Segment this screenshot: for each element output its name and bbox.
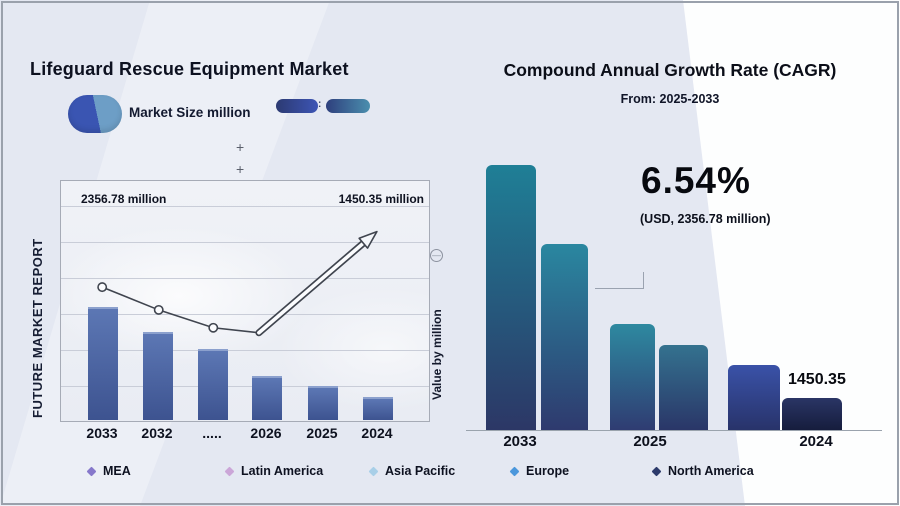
cagr-bar-2	[610, 324, 655, 430]
value-axis-label: Value by million	[430, 309, 444, 401]
page-title: Lifeguard Rescue Equipment Market	[30, 59, 349, 79]
ratio-separator: :	[318, 99, 322, 110]
value-label-1450: 1450.35	[788, 371, 846, 388]
x-tick-label: .....	[202, 425, 222, 441]
legend-label: Europe	[526, 464, 570, 478]
legend-marker-icon	[368, 466, 379, 476]
legend-marker-icon	[86, 466, 97, 476]
legend-marker-icon	[509, 466, 520, 476]
cagr-percentage: 6.54%	[641, 160, 751, 201]
cagr-bar-1	[541, 244, 588, 430]
x-tick-label: 2024	[361, 425, 393, 441]
region-legend: MEA Latin America Asia Pacific Europe North …	[0, 464, 900, 486]
x-tick-label: 2033	[86, 425, 118, 441]
cagr-period: From: 2025-2033	[620, 92, 720, 106]
x-tick-label: 2026	[250, 425, 282, 441]
legend-label: Asia Pacific	[385, 464, 456, 478]
brand-vertical-label: FUTURE MARKET REPORT	[30, 238, 45, 418]
legend-label: North America	[668, 464, 754, 478]
x-tick-label: 2033	[503, 433, 537, 450]
cagr-bar-5	[782, 398, 842, 430]
gridline	[61, 242, 429, 243]
gridline	[61, 386, 429, 387]
cagr-usd-note: (USD, 2356.78 million)	[640, 212, 771, 226]
market-size-bar-2032	[143, 332, 173, 420]
plus-decoration-icon: +	[236, 161, 245, 177]
ratio-pill-left-icon	[276, 99, 318, 113]
market-size-bar-2026	[252, 376, 282, 420]
x-axis-baseline	[466, 430, 882, 431]
plus-decoration-icon: +	[236, 139, 245, 155]
legend-marker-icon	[224, 466, 235, 476]
gridline	[61, 314, 429, 315]
market-size-x-axis: 2033 2032..... 2026 2025 2024	[60, 425, 430, 445]
legend-marker-icon	[651, 466, 662, 476]
market-size-chart-panel: 2356.78 million 1450.35 million	[60, 180, 430, 422]
ratio-pill-right-icon	[326, 99, 370, 113]
legend-item-asia-pacific: Asia Pacific	[368, 464, 456, 478]
trend-line-arrow	[97, 230, 378, 337]
gridline	[61, 206, 429, 207]
gridline	[61, 350, 429, 351]
value-annotation-2024: 1450.35 million	[338, 192, 424, 206]
gridline	[61, 278, 429, 279]
cagr-bar-4	[728, 365, 780, 430]
market-size-bar-.....	[198, 349, 228, 420]
cagr-bar-0	[486, 165, 536, 430]
x-tick-label: 2024	[799, 433, 833, 450]
step-line-decoration	[643, 272, 644, 289]
market-size-legend-label: Market Size million	[129, 105, 251, 120]
legend-item-latin-america: Latin America	[224, 464, 324, 478]
x-tick-label: 2032	[141, 425, 173, 441]
market-size-cylinder-icon	[68, 95, 122, 133]
legend-label: Latin America	[241, 464, 324, 478]
x-tick-label: 2025	[306, 425, 338, 441]
cagr-bar-3	[659, 345, 708, 430]
x-tick-label: 2025	[633, 433, 667, 450]
legend-item-north-america: North America	[651, 464, 754, 478]
legend-label: MEA	[103, 464, 131, 478]
minus-circle-icon: —	[430, 249, 443, 262]
market-size-bar-2024	[363, 397, 393, 420]
market-size-bar-2033	[88, 307, 118, 420]
legend-item-europe: Europe	[509, 464, 570, 478]
step-line-decoration	[595, 288, 644, 289]
value-annotation-2033: 2356.78 million	[81, 192, 167, 206]
market-size-bar-2025	[308, 386, 338, 420]
cagr-chart: 2033 2025 2024 1450.35	[450, 150, 900, 460]
cagr-title: Compound Annual Growth Rate (CAGR)	[503, 60, 837, 80]
legend-item-mea: MEA	[86, 464, 131, 478]
